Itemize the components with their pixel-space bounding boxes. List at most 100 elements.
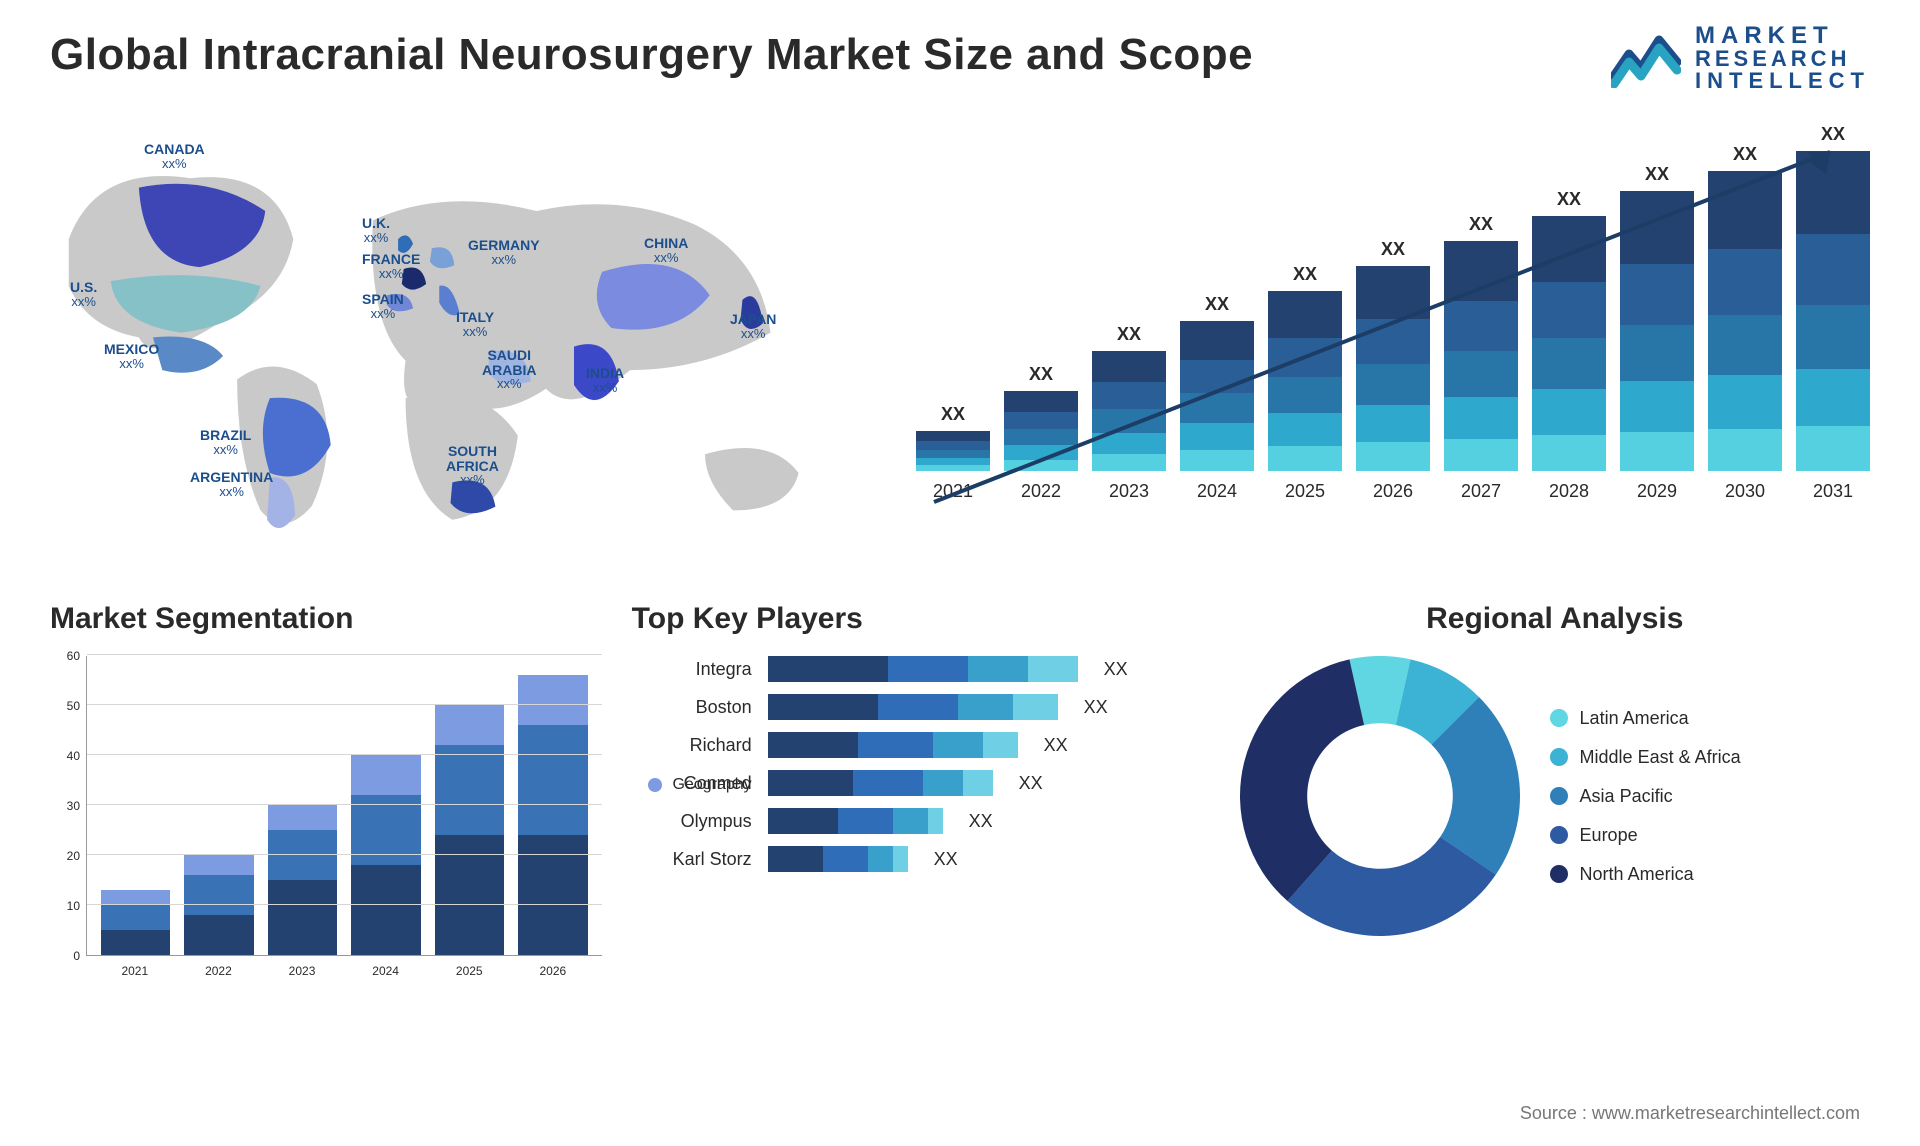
map-label: GERMANYxx%	[468, 238, 540, 266]
legend-item: North America	[1550, 864, 1741, 885]
legend-item: Middle East & Africa	[1550, 747, 1741, 768]
segment	[268, 880, 337, 955]
bar-segment	[1532, 282, 1606, 338]
bar-segment	[1092, 351, 1166, 382]
map-label: JAPANxx%	[730, 312, 776, 340]
bar-segment	[1268, 446, 1342, 471]
donut-svg	[1240, 656, 1520, 936]
map-label: BRAZILxx%	[200, 428, 251, 456]
bar-segment	[916, 441, 990, 450]
bar-segment	[768, 694, 878, 720]
grid-line	[87, 754, 602, 755]
bar-segment	[1268, 291, 1342, 338]
segment	[101, 905, 170, 930]
page: Global Intracranial Neurosurgery Market …	[0, 0, 1920, 1146]
segment	[351, 865, 420, 955]
header-row: Global Intracranial Neurosurgery Market …	[50, 30, 1870, 92]
bar-year-label: 2022	[1021, 481, 1061, 502]
regional-title: Regional Analysis	[1240, 602, 1870, 636]
segmentation-panel: Market Segmentation 0102030405060 Geogra…	[50, 602, 602, 978]
key-player-name: Karl Storz	[632, 849, 752, 870]
key-player-bar	[768, 770, 993, 796]
x-tick: 2025	[434, 964, 504, 978]
bar-segment	[1180, 360, 1254, 393]
bar-segment	[838, 808, 893, 834]
grid-line	[87, 704, 602, 705]
world-map: CANADAxx%U.S.xx%MEXICOxx%BRAZILxx%ARGENT…	[50, 122, 836, 562]
bar-year-label: 2023	[1109, 481, 1149, 502]
segment	[101, 930, 170, 955]
bar-segment	[1356, 442, 1430, 471]
y-tick: 60	[67, 649, 80, 663]
bar-value-label: XX	[941, 404, 965, 425]
x-tick: 2026	[518, 964, 588, 978]
map-label: CHINAxx%	[644, 236, 688, 264]
logo-icon	[1611, 28, 1681, 88]
key-player-value: XX	[1104, 659, 1128, 680]
growth-bar: XX2021	[916, 404, 990, 502]
segmentation-x-axis: 202120222023202420252026	[86, 964, 602, 978]
key-player-value: XX	[1084, 697, 1108, 718]
key-player-bar	[768, 808, 943, 834]
map-label: ARGENTINAxx%	[190, 470, 273, 498]
bar-segment	[1620, 191, 1694, 264]
bar-segment	[1180, 423, 1254, 450]
bar-segment	[1532, 216, 1606, 282]
bar-segment	[1268, 338, 1342, 378]
growth-bar: XX2031	[1796, 124, 1870, 502]
bar-segment	[1796, 369, 1870, 427]
y-tick: 20	[67, 849, 80, 863]
bar-segment	[1532, 338, 1606, 389]
bar-segment	[858, 732, 933, 758]
bar-segment	[893, 846, 908, 872]
bar-segment	[1356, 405, 1430, 442]
key-player-value: XX	[969, 811, 993, 832]
bar-segment	[1708, 429, 1782, 471]
legend-label: Middle East & Africa	[1580, 747, 1741, 768]
bar-stack	[1180, 321, 1254, 471]
map-label: INDIAxx%	[586, 366, 624, 394]
bar-value-label: XX	[1293, 264, 1317, 285]
page-title: Global Intracranial Neurosurgery Market …	[50, 30, 1253, 80]
growth-bar: XX2023	[1092, 324, 1166, 502]
bar-segment	[1180, 450, 1254, 471]
bar-value-label: XX	[1733, 144, 1757, 165]
legend-label: North America	[1580, 864, 1694, 885]
bar-segment	[1444, 397, 1518, 438]
bar-segment	[968, 656, 1028, 682]
legend-label: Latin America	[1580, 708, 1689, 729]
bottom-row: Market Segmentation 0102030405060 Geogra…	[50, 602, 1870, 978]
legend-label: Asia Pacific	[1580, 786, 1673, 807]
bar-segment	[1028, 656, 1078, 682]
key-player-row: Boston XX	[632, 694, 1210, 720]
bar-stack	[1004, 391, 1078, 471]
legend-dot-icon	[1550, 826, 1568, 844]
key-player-value: XX	[934, 849, 958, 870]
grid-line	[87, 854, 602, 855]
segmentation-chart: 0102030405060 Geography	[50, 656, 602, 956]
map-label: SAUDIARABIAxx%	[482, 348, 536, 391]
bar-segment	[1708, 315, 1782, 375]
map-label: U.S.xx%	[70, 280, 97, 308]
x-tick: 2021	[100, 964, 170, 978]
bar-segment	[1356, 266, 1430, 319]
bar-year-label: 2026	[1373, 481, 1413, 502]
grid-line	[87, 654, 602, 655]
segment	[101, 890, 170, 905]
bar-segment	[1796, 426, 1870, 471]
bar-year-label: 2025	[1285, 481, 1325, 502]
bar-segment	[1444, 301, 1518, 352]
bar-segment	[1532, 389, 1606, 435]
key-player-name: Boston	[632, 697, 752, 718]
bar-segment	[1444, 241, 1518, 301]
bar-segment	[768, 846, 823, 872]
growth-bar: XX 2025	[1268, 264, 1342, 502]
segment	[435, 835, 504, 955]
bar-segment	[1796, 234, 1870, 304]
map-label: U.K.xx%	[362, 216, 390, 244]
key-player-bar	[768, 732, 1018, 758]
key-player-value: XX	[1044, 735, 1068, 756]
bar-segment	[1444, 351, 1518, 397]
segment	[268, 830, 337, 880]
growth-bar-chart: XX2021XX2022XX2023XX2024XX2025XX2026XX20…	[896, 122, 1870, 562]
